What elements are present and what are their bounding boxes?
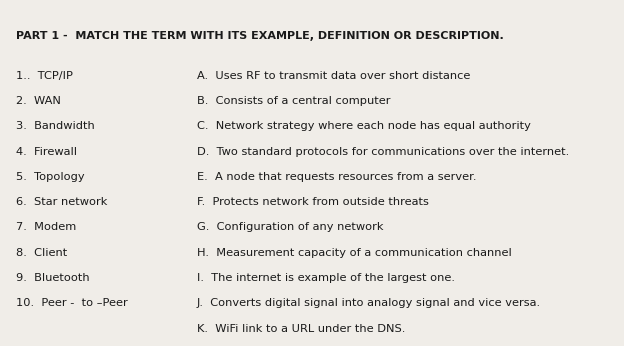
Text: PART 1 -  MATCH THE TERM WITH ITS EXAMPLE, DEFINITION OR DESCRIPTION.: PART 1 - MATCH THE TERM WITH ITS EXAMPLE… <box>16 31 504 41</box>
Text: 7.  Modem: 7. Modem <box>16 222 76 233</box>
Text: 2.  WAN: 2. WAN <box>16 96 61 106</box>
Text: 4.  Firewall: 4. Firewall <box>16 147 77 157</box>
Text: 8.  Client: 8. Client <box>16 248 67 258</box>
Text: B.  Consists of a central computer: B. Consists of a central computer <box>197 96 390 106</box>
Text: F.  Protects network from outside threats: F. Protects network from outside threats <box>197 197 429 207</box>
Text: A.  Uses RF to transmit data over short distance: A. Uses RF to transmit data over short d… <box>197 71 470 81</box>
Text: 10.  Peer -  to –Peer: 10. Peer - to –Peer <box>16 298 127 308</box>
Text: D.  Two standard protocols for communications over the internet.: D. Two standard protocols for communicat… <box>197 147 569 157</box>
Text: 9.  Bluetooth: 9. Bluetooth <box>16 273 89 283</box>
Text: 1..  TCP/IP: 1.. TCP/IP <box>16 71 72 81</box>
Text: K.  WiFi link to a URL under the DNS.: K. WiFi link to a URL under the DNS. <box>197 324 405 334</box>
Text: 6.  Star network: 6. Star network <box>16 197 107 207</box>
Text: J.  Converts digital signal into analogy signal and vice versa.: J. Converts digital signal into analogy … <box>197 298 540 308</box>
Text: G.  Configuration of any network: G. Configuration of any network <box>197 222 383 233</box>
Text: 5.  Topology: 5. Topology <box>16 172 84 182</box>
Text: E.  A node that requests resources from a server.: E. A node that requests resources from a… <box>197 172 476 182</box>
Text: I.  The internet is example of the largest one.: I. The internet is example of the larges… <box>197 273 454 283</box>
Text: 3.  Bandwidth: 3. Bandwidth <box>16 121 94 131</box>
Text: C.  Network strategy where each node has equal authority: C. Network strategy where each node has … <box>197 121 530 131</box>
Text: H.  Measurement capacity of a communication channel: H. Measurement capacity of a communicati… <box>197 248 511 258</box>
